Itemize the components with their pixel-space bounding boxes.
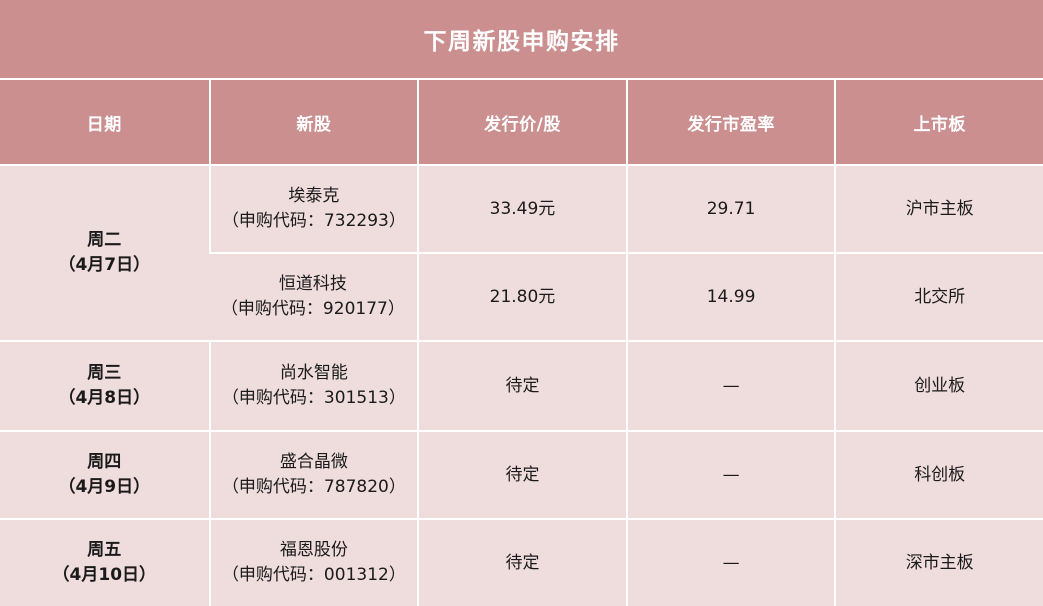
cell-board: 科创板 [834, 430, 1043, 518]
cell-price: 待定 [417, 518, 626, 606]
stock-name: 恒道科技 [278, 274, 347, 295]
stock-subscription-code: （申购代码：301513） [221, 388, 406, 408]
cell-date: 周四 （4月9日） [0, 430, 209, 518]
table-row: 周三 （4月8日） 尚水智能 （申购代码：301513） 待定 — 创业板 [0, 340, 1043, 430]
date-weekday: 周三 [87, 363, 122, 384]
table-header-row: 日期 新股 发行价/股 发行市盈率 上市板 [0, 78, 1043, 164]
cell-stock: 埃泰克 （申购代码：732293） [208, 164, 418, 252]
cell-price: 33.49元 [417, 164, 626, 252]
table-row: 恒道科技 （申购代码：920177） 21.80元 14.99 北交所 [0, 252, 1043, 340]
date-detail: （4月7日） [58, 255, 151, 275]
date-detail: （4月8日） [58, 388, 151, 408]
column-header-pe: 发行市盈率 [625, 78, 835, 164]
stock-name: 福恩股份 [279, 540, 348, 561]
cell-board: 北交所 [834, 252, 1043, 340]
table-title-row: 下周新股申购安排 [0, 0, 1043, 78]
cell-pe: — [625, 430, 835, 518]
cell-pe: — [625, 340, 835, 430]
cell-price: 21.80元 [417, 252, 626, 340]
table-row: 周四 （4月9日） 盛合晶微 （申购代码：787820） 待定 — 科创板 [0, 430, 1043, 518]
column-header-stock: 新股 [208, 78, 418, 164]
stock-subscription-code: （申购代码：001312） [221, 565, 406, 585]
cell-price: 待定 [417, 340, 626, 430]
cell-date: 周三 （4月8日） [0, 340, 209, 430]
cell-board: 创业板 [834, 340, 1043, 430]
cell-stock: 恒道科技 （申购代码：920177） [208, 252, 418, 340]
date-weekday: 周四 [87, 452, 122, 473]
stock-subscription-code: （申购代码：732293） [221, 211, 406, 231]
table-row: 周二 （4月7日） 埃泰克 （申购代码：732293） 33.49元 29.71… [0, 164, 1043, 340]
cell-pe: 14.99 [625, 252, 835, 340]
column-header-price: 发行价/股 [417, 78, 626, 164]
stock-subscription-code: （申购代码：920177） [220, 299, 405, 319]
stock-name: 尚水智能 [279, 363, 348, 384]
cell-stock: 盛合晶微 （申购代码：787820） [208, 430, 418, 518]
cell-stock: 福恩股份 （申购代码：001312） [208, 518, 418, 606]
cell-pe: — [625, 518, 835, 606]
cell-stock: 尚水智能 （申购代码：301513） [208, 340, 418, 430]
date-weekday: 周五 [87, 540, 122, 561]
cell-board: 深市主板 [834, 518, 1043, 606]
column-header-date: 日期 [0, 78, 209, 164]
stock-name: 盛合晶微 [279, 452, 348, 473]
stock-subscription-code: （申购代码：787820） [221, 477, 406, 497]
date-detail: （4月10日） [52, 565, 157, 585]
cell-pe: 29.71 [625, 164, 835, 252]
page-title: 下周新股申购安排 [0, 0, 1043, 78]
stock-name: 埃泰克 [288, 186, 340, 207]
date-weekday: 周二 [87, 230, 122, 251]
cell-price: 待定 [417, 430, 626, 518]
column-header-board: 上市板 [834, 78, 1043, 164]
cell-board: 沪市主板 [834, 164, 1043, 252]
cell-date: 周五 （4月10日） [0, 518, 209, 606]
cell-date: 周二 （4月7日） [0, 164, 209, 340]
date-detail: （4月9日） [58, 477, 151, 497]
table-row: 周五 （4月10日） 福恩股份 （申购代码：001312） 待定 — 深市主板 [0, 518, 1043, 606]
